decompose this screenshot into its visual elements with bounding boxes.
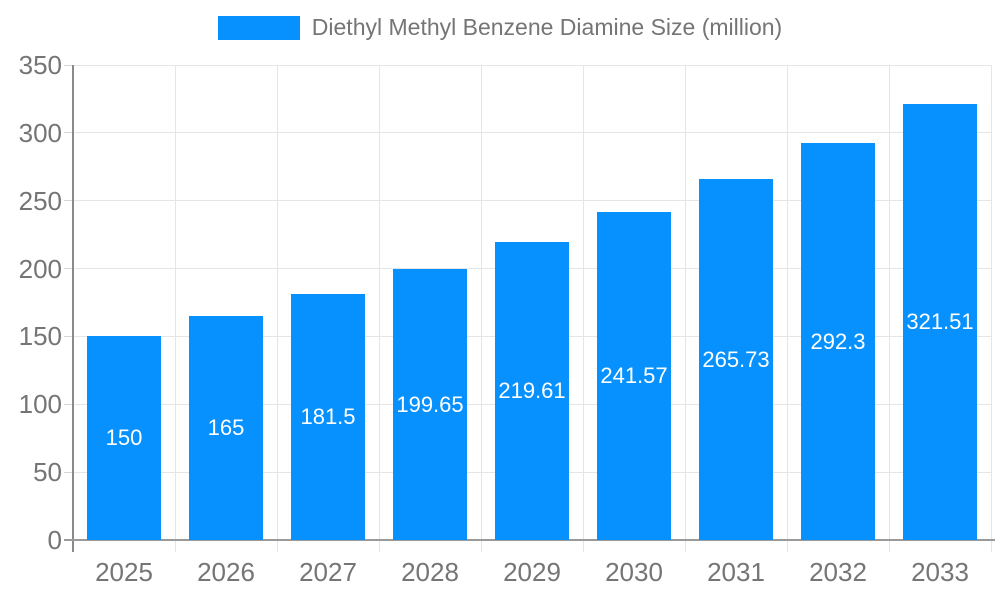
bar-value-label: 265.73 [702,346,770,372]
y-gridline [73,64,991,66]
bar-2029[interactable] [495,241,569,540]
y-axis-tick-label: 200 [18,253,62,284]
bar-value-label: 165 [207,415,245,441]
x-gridline [276,65,278,552]
bar-2032[interactable] [801,143,875,540]
y-axis-tick-label: 350 [18,50,62,80]
x-axis-line [64,539,995,541]
x-gridline [378,65,380,552]
y-axis-tick [64,64,73,66]
x-axis-tick-label: 2030 [605,557,663,587]
bar-value-label: 199.65 [396,391,464,417]
bar-value-label: 292.3 [810,328,866,354]
legend-swatch [217,15,300,40]
y-axis-tick-label: 300 [18,117,62,148]
y-axis-tick [64,403,73,405]
x-axis-tick-label: 2025 [95,557,153,587]
y-axis-tick [64,268,73,270]
y-axis-tick-label: 50 [33,457,62,488]
y-axis-tick-label: 0 [47,525,62,555]
x-gridline [786,65,788,552]
bar-2031[interactable] [699,179,773,540]
y-axis-line [72,65,74,552]
x-axis-tick-label: 2027 [299,557,357,587]
bar-2027[interactable] [291,293,365,540]
bar-value-label: 219.61 [498,377,566,403]
x-gridline [684,65,686,552]
y-axis-tick-label: 250 [18,185,62,216]
legend[interactable]: Diethyl Methyl Benzene Diamine Size (mil… [0,14,1000,41]
y-axis-tick [64,471,73,473]
x-axis-tick-label: 2029 [503,557,561,587]
bar-2033[interactable] [903,103,977,540]
bar-2025[interactable] [87,336,161,540]
bar-value-label: 321.51 [906,308,974,334]
bar-value-label: 241.57 [600,363,668,389]
bar-2026[interactable] [189,316,263,540]
y-axis-tick-label: 100 [18,389,62,420]
x-axis-tick-label: 2031 [707,557,765,587]
y-axis-tick [64,200,73,202]
x-gridline [582,65,584,552]
bar-2030[interactable] [597,212,671,540]
legend-label: Diethyl Methyl Benzene Diamine Size (mil… [311,14,783,40]
bar-value-label: 181.5 [300,403,356,429]
y-gridline [73,200,991,202]
x-axis-tick-label: 2033 [911,557,969,587]
x-gridline [888,65,890,552]
x-gridline [174,65,176,552]
x-gridline [990,65,992,552]
y-axis-tick [64,132,73,134]
y-gridline [73,132,991,134]
x-axis-tick-label: 2026 [197,557,255,587]
x-axis-tick-label: 2028 [401,557,459,587]
x-axis-tick-label: 2032 [809,557,867,587]
bar-2028[interactable] [393,269,467,540]
x-gridline [480,65,482,552]
bar-value-label: 150 [105,425,143,451]
y-axis-tick-label: 150 [18,321,62,352]
y-axis-tick [64,335,73,337]
